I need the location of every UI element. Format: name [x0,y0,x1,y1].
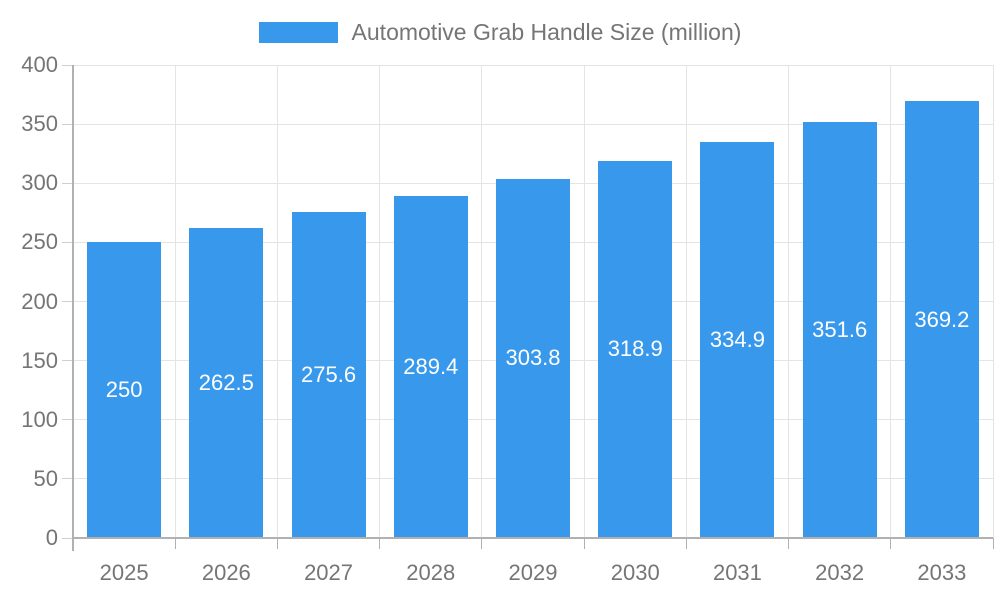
legend-swatch [258,22,338,43]
bar-2025[interactable]: 250 [87,242,162,538]
x-gridline [890,65,892,538]
x-gridline [992,65,994,538]
x-axis-tick-label: 2027 [304,560,354,585]
x-axis-tick-label: 2026 [201,560,251,585]
y-tick [62,182,72,184]
bar-value-label: 289.4 [403,353,459,379]
y-tick [62,241,72,243]
y-axis-tick-label: 50 [33,465,58,491]
x-tick [890,538,892,549]
y-tick [62,123,72,125]
x-tick [276,538,278,549]
bar-value-label: 275.6 [301,362,357,388]
x-tick [788,538,790,549]
y-axis-tick-label: 400 [21,52,58,77]
y-gridline [73,64,993,66]
y-axis-tick-label: 350 [21,111,58,137]
legend: Automotive Grab Handle Size (million) [0,19,1000,46]
x-axis-tick-label: 2025 [99,560,149,585]
y-axis-tick-label: 300 [21,170,58,196]
y-gridline [73,123,993,125]
y-axis-tick-label: 150 [21,347,58,373]
bar-2030[interactable]: 318.9 [598,160,673,538]
y-axis-line [72,65,74,551]
bar-2028[interactable]: 289.4 [393,195,468,538]
bar-2027[interactable]: 275.6 [291,212,366,538]
x-gridline [685,65,687,538]
legend-label: Automotive Grab Handle Size (million) [351,19,742,45]
y-tick [62,360,72,362]
y-axis-tick-label: 100 [21,406,58,432]
x-axis-tick-label: 2031 [712,560,762,585]
x-gridline [583,65,585,538]
x-gridline [481,65,483,538]
x-axis-tick-label: 2028 [406,560,456,585]
x-tick [174,538,176,549]
x-axis-baseline [72,537,993,539]
y-tick [62,301,72,302]
y-tick [62,478,72,480]
x-axis-tick-label: 2033 [917,560,967,585]
bar-value-label: 303.8 [505,345,561,371]
bar-value-label: 369.2 [914,306,970,332]
x-tick [481,538,483,549]
bar-2029[interactable]: 303.8 [496,178,570,538]
x-gridline [379,65,381,538]
x-tick [685,538,687,549]
bar-2033[interactable]: 369.2 [904,101,979,538]
y-tick [62,64,72,66]
x-gridline [174,65,176,538]
bar-value-label: 334.9 [709,326,765,352]
x-tick [379,538,381,549]
x-gridline [276,65,278,538]
bar-value-label: 262.5 [198,369,254,395]
bar-2032[interactable]: 351.6 [802,122,877,538]
x-gridline [788,65,790,538]
bar-value-label: 250 [105,377,143,403]
x-axis-tick-label: 2029 [508,560,558,585]
x-axis-tick-label: 2032 [815,560,865,585]
y-axis-tick-label: 0 [45,525,58,550]
x-axis-tick-label: 2030 [610,560,660,585]
x-tick [583,538,585,549]
bar-2026[interactable]: 262.5 [189,227,264,538]
x-tick [992,538,994,549]
bar-value-label: 351.6 [812,317,868,343]
y-tick [62,537,72,539]
y-axis-tick-label: 200 [21,288,58,314]
y-axis-tick-label: 250 [21,229,58,255]
bar-value-label: 318.9 [607,336,663,362]
bar-2031[interactable]: 334.9 [700,141,775,538]
y-tick [62,419,72,421]
